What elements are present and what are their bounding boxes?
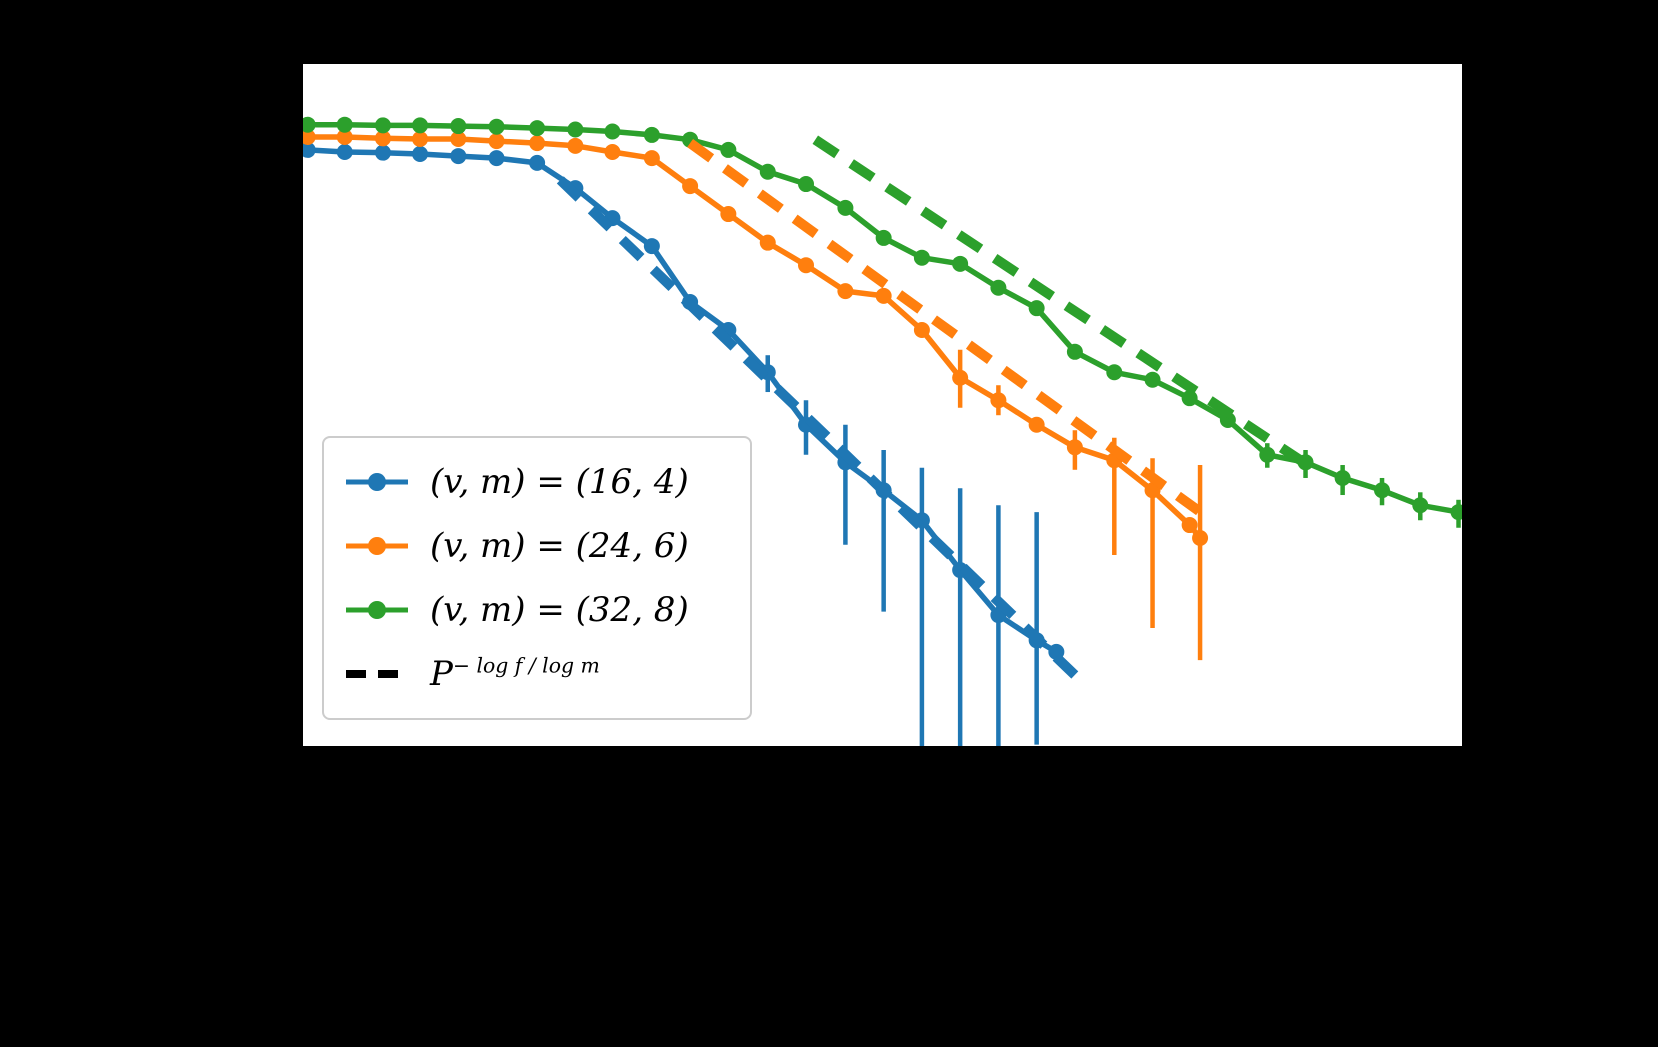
legend-line-marker-icon [346,537,408,555]
legend-item-label: (v, m) = (16, 4) [430,462,689,502]
legend-item-label: (v, m) = (32, 8) [430,590,689,630]
legend-line-marker-icon [346,473,408,491]
legend-dashed-line-icon [346,670,408,678]
plot-area: (v, m) = (16, 4) (v, m) = (24, 6) (v, m)… [303,64,1462,746]
plot-svg [303,116,1462,746]
legend-item-label: (v, m) = (24, 6) [430,526,689,566]
legend-item-series-24-6: (v, m) = (24, 6) [344,522,726,570]
legend-item-series-16-4: (v, m) = (16, 4) [344,458,726,506]
legend-line-marker-icon [346,601,408,619]
legend-box: (v, m) = (16, 4) (v, m) = (24, 6) (v, m)… [322,436,752,720]
legend-item-powerlaw-fit: P− log f / log m [344,650,726,698]
legend-item-label: P− log f / log m [430,653,600,694]
legend-item-series-32-8: (v, m) = (32, 8) [344,586,726,634]
